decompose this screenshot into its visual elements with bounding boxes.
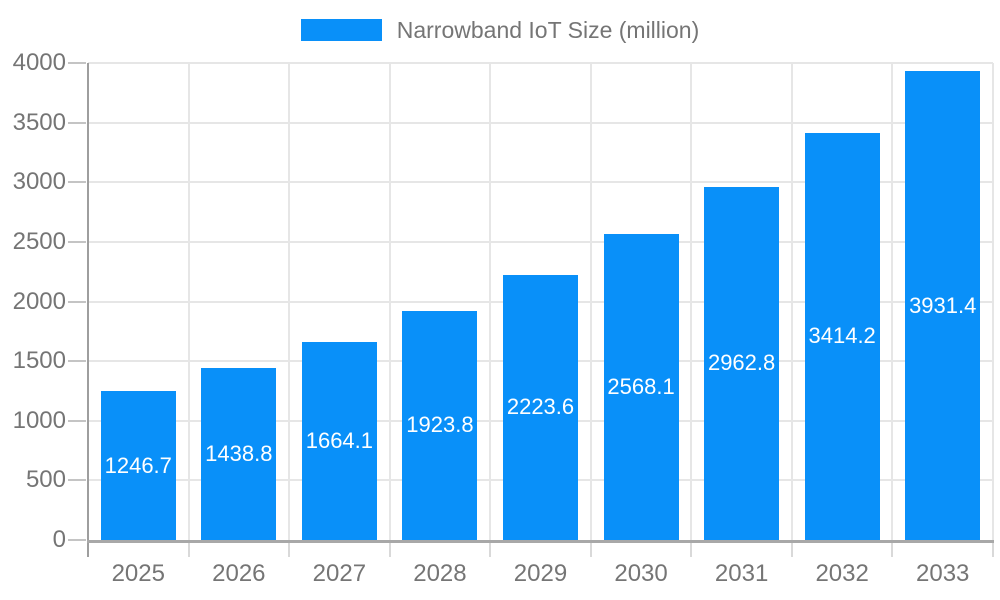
bar: 2223.6 <box>503 274 578 540</box>
y-axis-tick-label: 1500 <box>12 347 66 375</box>
x-gridline <box>288 63 291 540</box>
bar: 3931.4 <box>905 71 981 540</box>
y-axis-tick-label: 500 <box>25 466 66 494</box>
y-axis-tick-label: 2500 <box>12 227 66 255</box>
x-axis-tick-label: 2028 <box>413 560 467 587</box>
x-axis-tick-label: 2027 <box>312 560 367 587</box>
y-gridline <box>88 121 993 124</box>
y-axis-line <box>87 63 89 557</box>
y-tick-mark <box>68 479 86 482</box>
x-axis-tick-label: 2033 <box>916 560 970 587</box>
x-tick-mark <box>388 543 391 557</box>
bar-value-label: 1438.8 <box>205 441 273 467</box>
x-gridline <box>589 63 592 540</box>
y-axis-tick-label: 3500 <box>12 108 66 136</box>
y-axis-tick-label: 1000 <box>12 406 66 434</box>
y-gridline <box>88 62 993 64</box>
x-axis-tick-label: 2032 <box>815 560 869 587</box>
x-axis-line <box>87 540 994 543</box>
y-tick-mark <box>68 539 86 541</box>
x-gridline <box>790 63 793 540</box>
x-gridline <box>187 63 190 540</box>
bar-value-label: 2223.6 <box>506 394 575 420</box>
bar: 2568.1 <box>603 233 679 540</box>
bar: 2962.8 <box>704 186 780 540</box>
bar-value-label: 3931.4 <box>909 292 977 318</box>
x-axis-tick-label: 2031 <box>714 560 769 587</box>
legend-swatch <box>300 19 382 41</box>
x-tick-mark <box>690 543 693 557</box>
x-tick-mark <box>489 543 492 557</box>
y-tick-mark <box>68 360 86 363</box>
x-gridline <box>388 63 391 540</box>
x-axis-tick-label: 2030 <box>614 560 668 587</box>
bar-value-label: 1923.8 <box>406 412 474 438</box>
x-tick-mark <box>288 543 291 557</box>
bar: 1246.7 <box>100 391 176 540</box>
x-tick-mark <box>187 543 190 557</box>
x-gridline <box>891 63 894 540</box>
y-tick-mark <box>68 62 86 64</box>
legend-label: Narrowband IoT Size (million) <box>396 16 700 43</box>
x-axis-tick-label: 2026 <box>212 560 266 587</box>
bar-value-label: 2568.1 <box>607 373 675 399</box>
y-gridline <box>88 240 993 243</box>
x-gridline <box>489 63 492 540</box>
y-tick-mark <box>68 300 86 303</box>
y-axis-tick-label: 4000 <box>12 49 66 76</box>
bar-value-label: 2962.8 <box>707 350 776 376</box>
y-tick-mark <box>68 240 86 243</box>
y-tick-mark <box>68 121 86 124</box>
bar: 1438.8 <box>201 368 277 540</box>
x-axis-tick-label: 2029 <box>513 560 568 587</box>
bar: 1664.1 <box>301 341 377 540</box>
x-tick-mark <box>589 543 592 557</box>
bar-value-label: 1664.1 <box>305 427 374 453</box>
plot-area: 1246.7 1438.8 1664.1 1923.8 2223.6 2568.1 2962… <box>88 62 994 540</box>
bar: 1923.8 <box>402 310 478 540</box>
y-axis-tick-label: 0 <box>52 526 66 553</box>
x-axis-tick-label: 2025 <box>111 560 165 587</box>
bar-value-label: 3414.2 <box>808 323 876 349</box>
x-gridline <box>992 63 994 540</box>
y-axis-tick-label: 3000 <box>12 168 66 196</box>
x-tick-mark <box>891 543 894 557</box>
y-tick-mark <box>68 181 86 184</box>
y-tick-mark <box>68 419 86 422</box>
y-axis-tick-label: 2000 <box>12 287 66 315</box>
bar-value-label: 1246.7 <box>104 452 172 478</box>
x-gridline <box>690 63 693 540</box>
x-tick-mark <box>992 543 994 557</box>
bar: 3414.2 <box>804 132 880 540</box>
legend-item[interactable]: Narrowband IoT Size (million) <box>0 16 1000 44</box>
x-tick-mark <box>790 543 793 557</box>
y-gridline <box>88 181 993 184</box>
